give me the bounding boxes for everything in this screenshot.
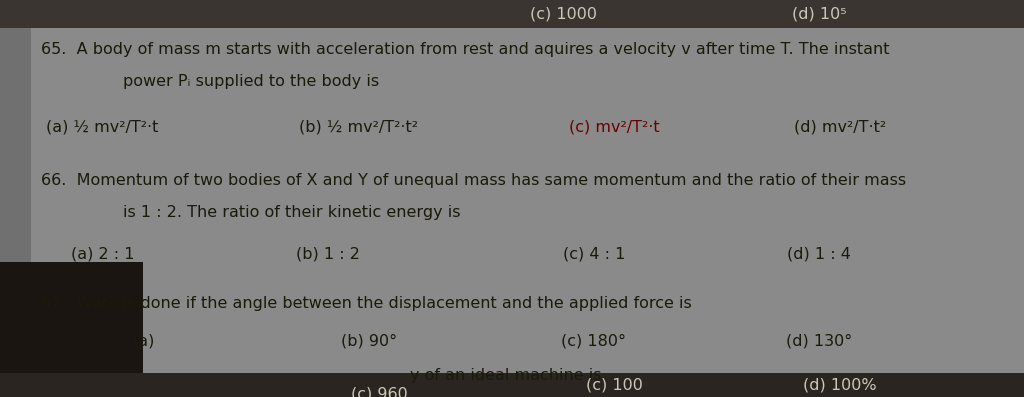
Bar [0, 262, 143, 373]
Text: (c) 960: (c) 960 [350, 387, 408, 397]
Text: (c) mv²/T²·t: (c) mv²/T²·t [569, 119, 659, 135]
Text: (b) 90°: (b) 90° [341, 334, 396, 349]
Text: (d) 130°: (d) 130° [786, 334, 852, 349]
Text: power Pᵢ supplied to the body is: power Pᵢ supplied to the body is [123, 74, 379, 89]
Text: (d) mv²/T·t²: (d) mv²/T·t² [794, 119, 886, 135]
Text: y of an ideal machine is: y of an ideal machine is [410, 368, 601, 383]
Bar [0, 0, 1024, 28]
Bar [0, 28, 31, 262]
Text: (b) ½ mv²/T²·t²: (b) ½ mv²/T²·t² [299, 119, 418, 135]
Text: (d) 1 : 4: (d) 1 : 4 [787, 247, 851, 262]
Text: is 1 : 2. The ratio of their kinetic energy is: is 1 : 2. The ratio of their kinetic ene… [123, 205, 461, 220]
Text: (c) 100: (c) 100 [586, 378, 643, 393]
Text: (a) 2 : 1: (a) 2 : 1 [71, 247, 134, 262]
Text: (a) ½ mv²/T²·t: (a) ½ mv²/T²·t [46, 119, 159, 135]
Bar [0, 373, 1024, 397]
Text: (d) 100%: (d) 100% [803, 378, 877, 393]
Text: (c) 1000: (c) 1000 [529, 6, 597, 21]
Text: (b) 1 : 2: (b) 1 : 2 [296, 247, 359, 262]
Text: 67.  Work is done if the angle between the displacement and the applied force is: 67. Work is done if the angle between th… [41, 296, 691, 311]
Text: 65.  A body of mass m starts with acceleration from rest and aquires a velocity : 65. A body of mass m starts with acceler… [41, 42, 890, 57]
Text: (d) 10⁵: (d) 10⁵ [792, 6, 847, 21]
Text: (a): (a) [132, 334, 155, 349]
Text: 66.  Momentum of two bodies of X and Y of unequal mass has same momentum and the: 66. Momentum of two bodies of X and Y of… [41, 173, 906, 188]
Text: (c) 4 : 1: (c) 4 : 1 [563, 247, 625, 262]
Text: (c) 180°: (c) 180° [561, 334, 627, 349]
